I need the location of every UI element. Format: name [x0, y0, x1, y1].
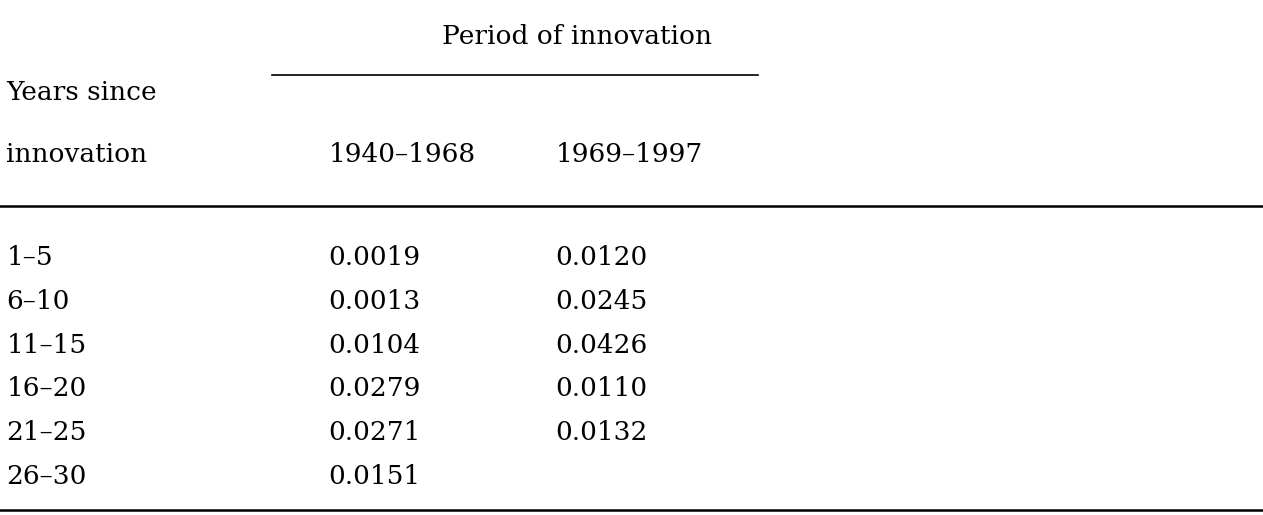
Text: 1969–1997: 1969–1997 — [556, 142, 703, 167]
Text: 0.0019: 0.0019 — [328, 245, 421, 270]
Text: 1940–1968: 1940–1968 — [328, 142, 475, 167]
Text: 0.0426: 0.0426 — [556, 333, 648, 357]
Text: 26–30: 26–30 — [6, 464, 87, 489]
Text: 11–15: 11–15 — [6, 333, 86, 357]
Text: 0.0271: 0.0271 — [328, 420, 421, 445]
Text: 0.0110: 0.0110 — [556, 376, 648, 401]
Text: 0.0279: 0.0279 — [328, 376, 421, 401]
Text: 0.0151: 0.0151 — [328, 464, 421, 489]
Text: 0.0245: 0.0245 — [556, 289, 648, 314]
Text: innovation: innovation — [6, 142, 148, 167]
Text: 0.0104: 0.0104 — [328, 333, 421, 357]
Text: 0.0132: 0.0132 — [556, 420, 648, 445]
Text: 21–25: 21–25 — [6, 420, 87, 445]
Text: 6–10: 6–10 — [6, 289, 69, 314]
Text: 1–5: 1–5 — [6, 245, 53, 270]
Text: 16–20: 16–20 — [6, 376, 87, 401]
Text: Period of innovation: Period of innovation — [442, 24, 712, 48]
Text: 0.0013: 0.0013 — [328, 289, 421, 314]
Text: Years since: Years since — [6, 80, 157, 105]
Text: 0.0120: 0.0120 — [556, 245, 648, 270]
